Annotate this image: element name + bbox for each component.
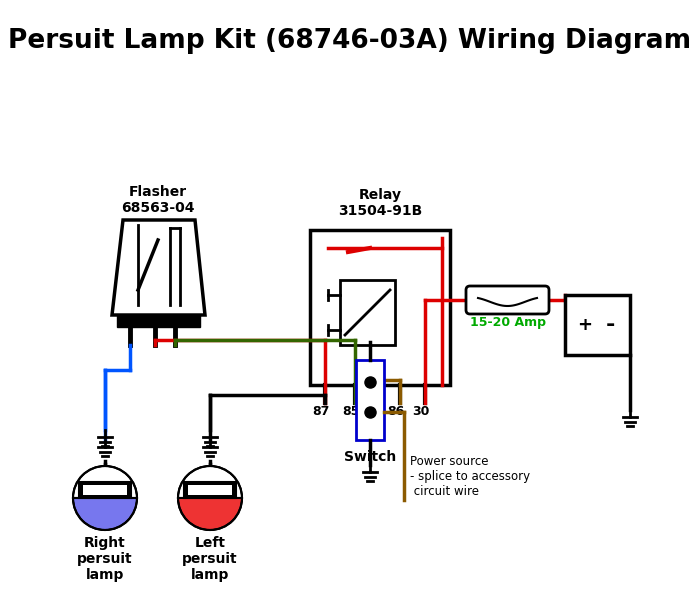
FancyBboxPatch shape <box>310 230 450 385</box>
Polygon shape <box>112 220 205 315</box>
FancyBboxPatch shape <box>117 315 200 327</box>
FancyBboxPatch shape <box>356 360 384 440</box>
Text: Power source
- splice to accessory
 circuit wire: Power source - splice to accessory circu… <box>410 455 530 498</box>
Text: Left
persuit
lamp: Left persuit lamp <box>182 536 238 583</box>
Text: Persuit Lamp Kit (68746-03A) Wiring Diagram: Persuit Lamp Kit (68746-03A) Wiring Diag… <box>8 28 692 54</box>
Text: 30: 30 <box>412 405 429 418</box>
Text: +: + <box>577 316 592 334</box>
Wedge shape <box>178 466 242 498</box>
Text: Switch: Switch <box>344 450 396 464</box>
Text: 85: 85 <box>342 405 359 418</box>
FancyBboxPatch shape <box>184 482 236 498</box>
FancyBboxPatch shape <box>188 485 232 495</box>
FancyBboxPatch shape <box>340 280 395 345</box>
FancyBboxPatch shape <box>79 482 131 498</box>
Wedge shape <box>73 466 137 498</box>
Text: Right
persuit
lamp: Right persuit lamp <box>77 536 133 583</box>
Wedge shape <box>73 498 137 530</box>
Text: Relay
31504-91B: Relay 31504-91B <box>338 188 422 218</box>
Text: 87: 87 <box>312 405 330 418</box>
FancyBboxPatch shape <box>83 485 127 495</box>
Text: -: - <box>606 315 615 335</box>
Text: 86: 86 <box>387 405 405 418</box>
Text: Flasher
68563-04: Flasher 68563-04 <box>121 185 195 215</box>
Text: 15-20 Amp: 15-20 Amp <box>470 316 545 329</box>
FancyBboxPatch shape <box>466 286 549 314</box>
FancyBboxPatch shape <box>565 295 630 355</box>
Wedge shape <box>178 498 242 530</box>
